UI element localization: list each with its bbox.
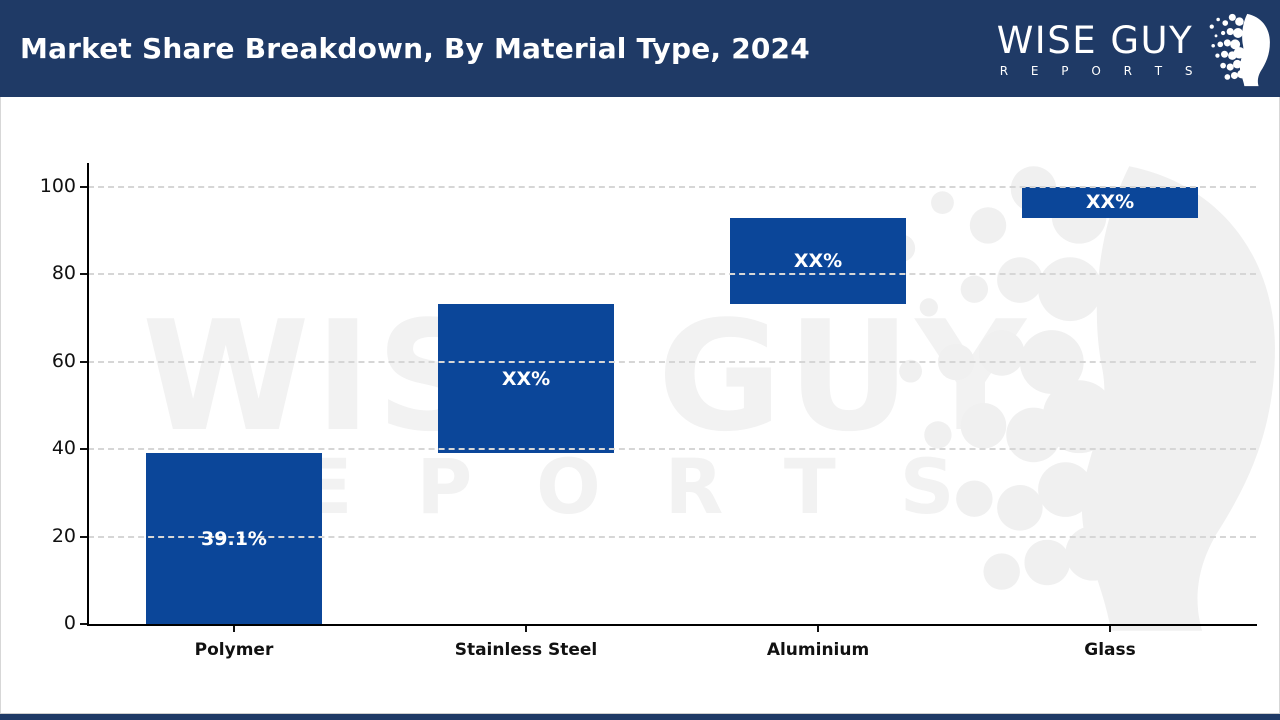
- bar-value-label: XX%: [501, 367, 551, 390]
- gridline-20: [88, 535, 1256, 538]
- footer-hairline: [0, 713, 1280, 714]
- x-category-label: Stainless Steel: [454, 640, 598, 660]
- x-tick-3: [1109, 626, 1111, 632]
- y-tick-label-80: 80: [51, 262, 76, 285]
- bar-value-label: 39.1%: [201, 527, 267, 550]
- x-axis-spine: [87, 624, 1257, 626]
- bar-polymer: [146, 453, 322, 624]
- x-tick-0: [233, 626, 235, 632]
- gridline-80: [88, 273, 1256, 276]
- y-tick-60: [80, 360, 88, 363]
- x-category-label: Glass: [1084, 640, 1136, 660]
- bar-stainless-steel: [438, 304, 614, 454]
- y-tick-label-40: 40: [51, 437, 76, 460]
- y-tick-label-20: 20: [51, 524, 76, 547]
- logo-face-icon: [1209, 13, 1270, 87]
- x-category-label: Polymer: [194, 640, 274, 660]
- y-tick-20: [80, 535, 88, 538]
- bar-value-label: XX%: [1085, 191, 1135, 214]
- y-tick-label-100: 100: [39, 175, 76, 197]
- logo-reports-text: R E P O R T S: [999, 64, 1202, 79]
- y-tick-80: [80, 273, 88, 276]
- footer-band: [0, 714, 1280, 720]
- y-tick-40: [80, 448, 88, 451]
- header-band: Market Share Breakdown, By Material Type…: [0, 0, 1280, 97]
- gridline-60: [88, 360, 1256, 363]
- bar-value-label: XX%: [793, 249, 843, 272]
- y-tick-100: [80, 186, 88, 188]
- y-tick-label-0: 0: [63, 612, 76, 634]
- chart-title: Market Share Breakdown, By Material Type…: [20, 32, 810, 65]
- y-axis-spine: [87, 163, 89, 626]
- wiseguy-logo: WISE GUY R E P O R T S: [997, 8, 1270, 92]
- bar-glass: [1022, 187, 1198, 218]
- x-tick-2: [817, 626, 819, 632]
- y-tick-label-60: 60: [51, 349, 76, 372]
- gridline-100: [88, 186, 1256, 188]
- bar-aluminium: [730, 217, 906, 305]
- watermark-face-icon: [887, 166, 1275, 631]
- gridline-40: [88, 448, 1256, 451]
- y-tick-0: [80, 623, 88, 625]
- x-category-label: Aluminium: [766, 640, 870, 660]
- x-tick-1: [525, 626, 527, 632]
- logo-wiseguy-text: WISE GUY: [996, 18, 1194, 62]
